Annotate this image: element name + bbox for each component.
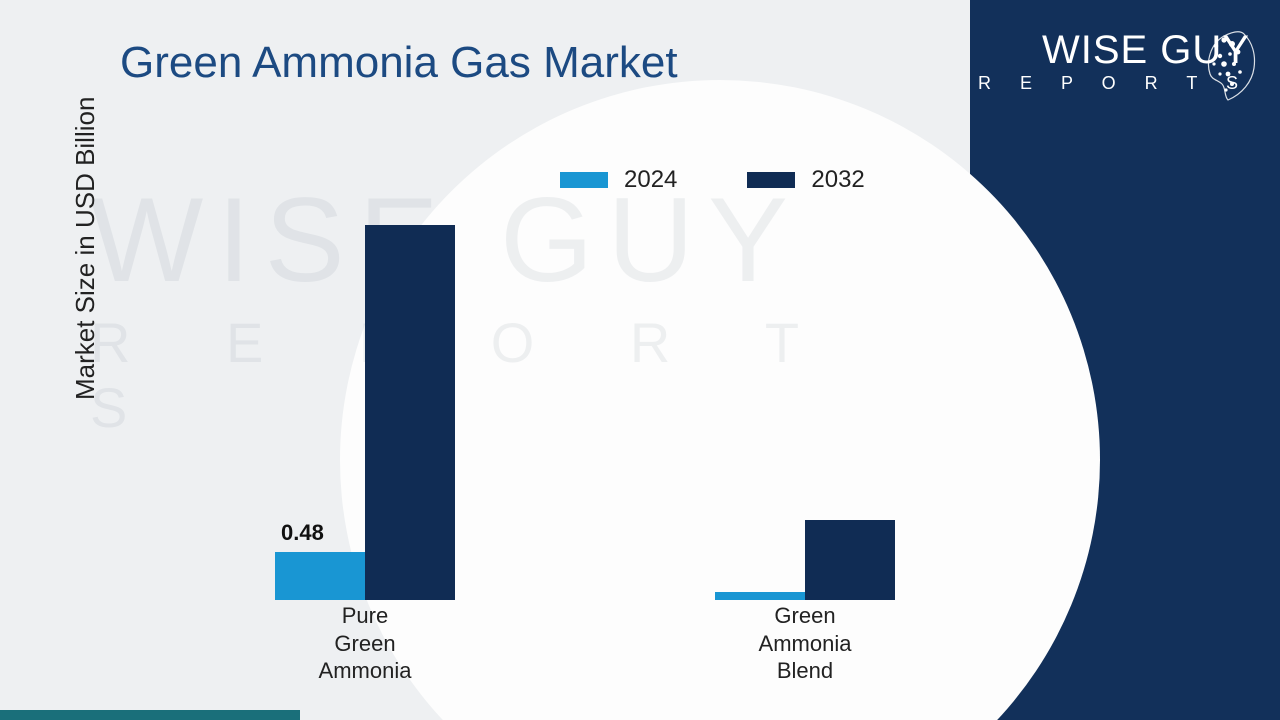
legend-item-2024: 2024 bbox=[560, 166, 677, 194]
legend-swatch-2024 bbox=[560, 172, 608, 188]
brand-head-icon bbox=[1192, 30, 1256, 102]
legend-item-2032: 2032 bbox=[747, 166, 864, 194]
footer-accent-bar bbox=[0, 710, 300, 720]
chart-title: Green Ammonia Gas Market bbox=[120, 38, 678, 88]
bar bbox=[275, 552, 365, 600]
chart-stage: WISE GUY R E P O R T S WISE GUY R E P O … bbox=[0, 0, 1280, 720]
bar-group bbox=[715, 520, 895, 600]
legend-label-2024: 2024 bbox=[624, 166, 677, 194]
bar bbox=[805, 520, 895, 600]
legend-swatch-2032 bbox=[747, 172, 795, 188]
legend: 2024 2032 bbox=[560, 166, 865, 194]
brand-logo: WISE GUY R E P O R T S bbox=[978, 30, 1250, 92]
bar bbox=[365, 225, 455, 600]
y-axis-label: Market Size in USD Billion bbox=[70, 97, 101, 400]
bar bbox=[715, 592, 805, 600]
plot-area: 0.48PureGreenAmmoniaGreenAmmoniaBlend bbox=[100, 200, 930, 600]
legend-label-2032: 2032 bbox=[811, 166, 864, 194]
category-label: PureGreenAmmonia bbox=[275, 602, 455, 685]
bar-group bbox=[275, 225, 455, 600]
category-label: GreenAmmoniaBlend bbox=[715, 602, 895, 685]
